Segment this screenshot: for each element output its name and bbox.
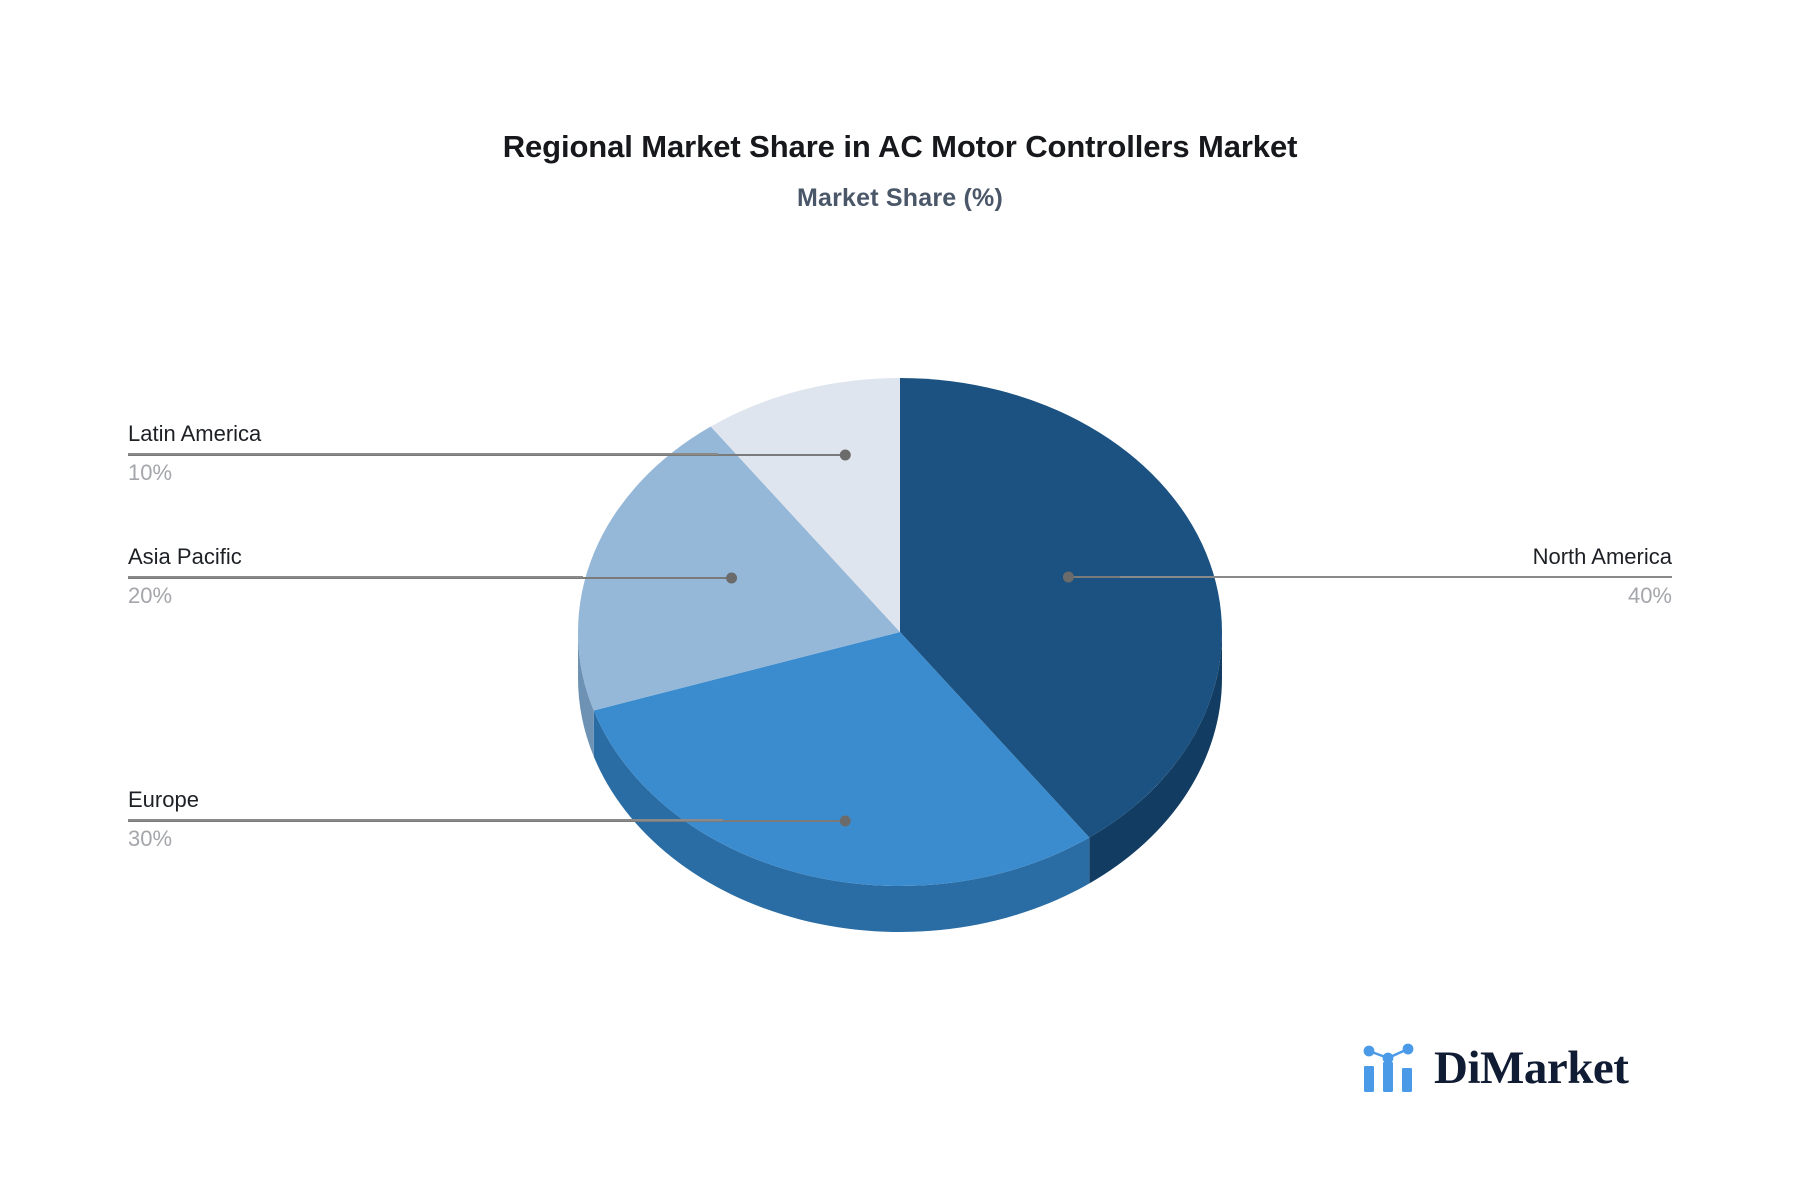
leader-dot-asia-pacific [726,572,738,584]
callout-latin-america[interactable]: Latin America 10% [128,420,718,486]
callout-value-latin-america: 10% [128,459,173,485]
logo-wordmark: DiMarket [1434,1041,1629,1094]
leader-dot-north-america [1062,571,1074,583]
callout-label-north-america: North America [1532,544,1672,569]
callout-asia-pacific[interactable]: Asia Pacific 20% [128,543,583,609]
pie-slice-europe[interactable] [593,632,1090,886]
dimarket-logo[interactable]: DiMarket [1362,1041,1629,1094]
pie-slice-asia-pacific[interactable] [578,426,900,711]
callout-value-europe: 30% [128,825,173,851]
callout-rule-latin-america [128,452,718,455]
pie-slice-latin-america[interactable] [710,378,900,632]
callout-north-america[interactable]: North America 40% [1120,543,1672,609]
callout-rule-asia-pacific [128,575,583,578]
pie-slice-side-europe [593,710,1090,932]
callout-value-north-america: 40% [1627,582,1672,608]
callout-rule-europe [128,818,723,821]
pie-slice-north-america[interactable] [900,378,1222,838]
pie-slice-side-asia-pacific [578,632,594,757]
callout-label-latin-america: Latin America [128,421,262,446]
leader-dot-latin-america [839,449,851,461]
callout-value-asia-pacific: 20% [128,582,173,608]
callout-label-asia-pacific: Asia Pacific [128,544,242,569]
pie-3d-depth-layer [578,632,1222,932]
pie-top-face-layer [578,378,1222,886]
callout-europe[interactable]: Europe 30% [128,786,723,852]
pie-slice-side-north-america [1089,632,1222,884]
leader-dot-europe [839,815,851,827]
callout-label-europe: Europe [128,787,199,812]
callout-rule-north-america [1120,575,1672,578]
bar-chart-line-logo-icon [1363,1043,1414,1092]
